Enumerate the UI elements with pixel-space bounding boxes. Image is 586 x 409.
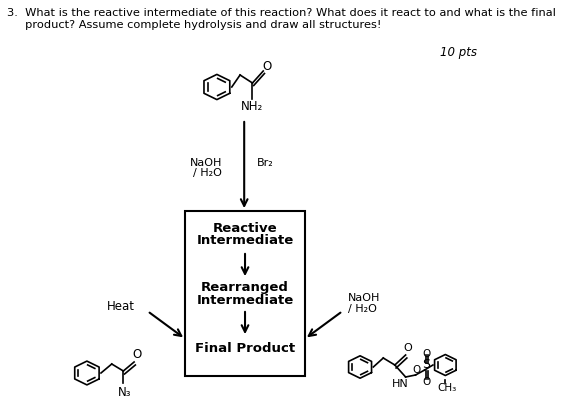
Text: O: O [422, 376, 431, 386]
Text: S: S [423, 357, 430, 371]
Text: N₃: N₃ [118, 384, 132, 398]
Text: Rearranged: Rearranged [201, 281, 289, 294]
Text: O: O [412, 364, 421, 374]
Text: O: O [262, 61, 271, 73]
Text: Intermediate: Intermediate [196, 293, 294, 306]
Text: CH₃: CH₃ [437, 382, 456, 392]
Text: NaOH: NaOH [189, 157, 222, 168]
Text: / H₂O: / H₂O [347, 303, 377, 313]
Text: NH₂: NH₂ [241, 100, 264, 113]
Bar [185, 211, 305, 376]
Text: O: O [422, 348, 431, 358]
Text: O: O [132, 347, 141, 360]
Text: Reactive: Reactive [213, 221, 277, 234]
Text: HN: HN [392, 378, 409, 388]
Text: 3.  What is the reactive intermediate of this reaction? What does it react to an: 3. What is the reactive intermediate of … [6, 8, 556, 18]
Text: NaOH: NaOH [347, 292, 380, 302]
Text: product? Assume complete hydrolysis and draw all structures!: product? Assume complete hydrolysis and … [6, 20, 381, 30]
Text: O: O [404, 342, 413, 352]
Text: Final Product: Final Product [195, 341, 295, 354]
Text: 10 pts: 10 pts [440, 46, 477, 59]
Text: Heat: Heat [107, 299, 135, 312]
Text: Intermediate: Intermediate [196, 233, 294, 246]
Text: / H₂O: / H₂O [193, 168, 222, 178]
Text: Br₂: Br₂ [257, 157, 273, 168]
